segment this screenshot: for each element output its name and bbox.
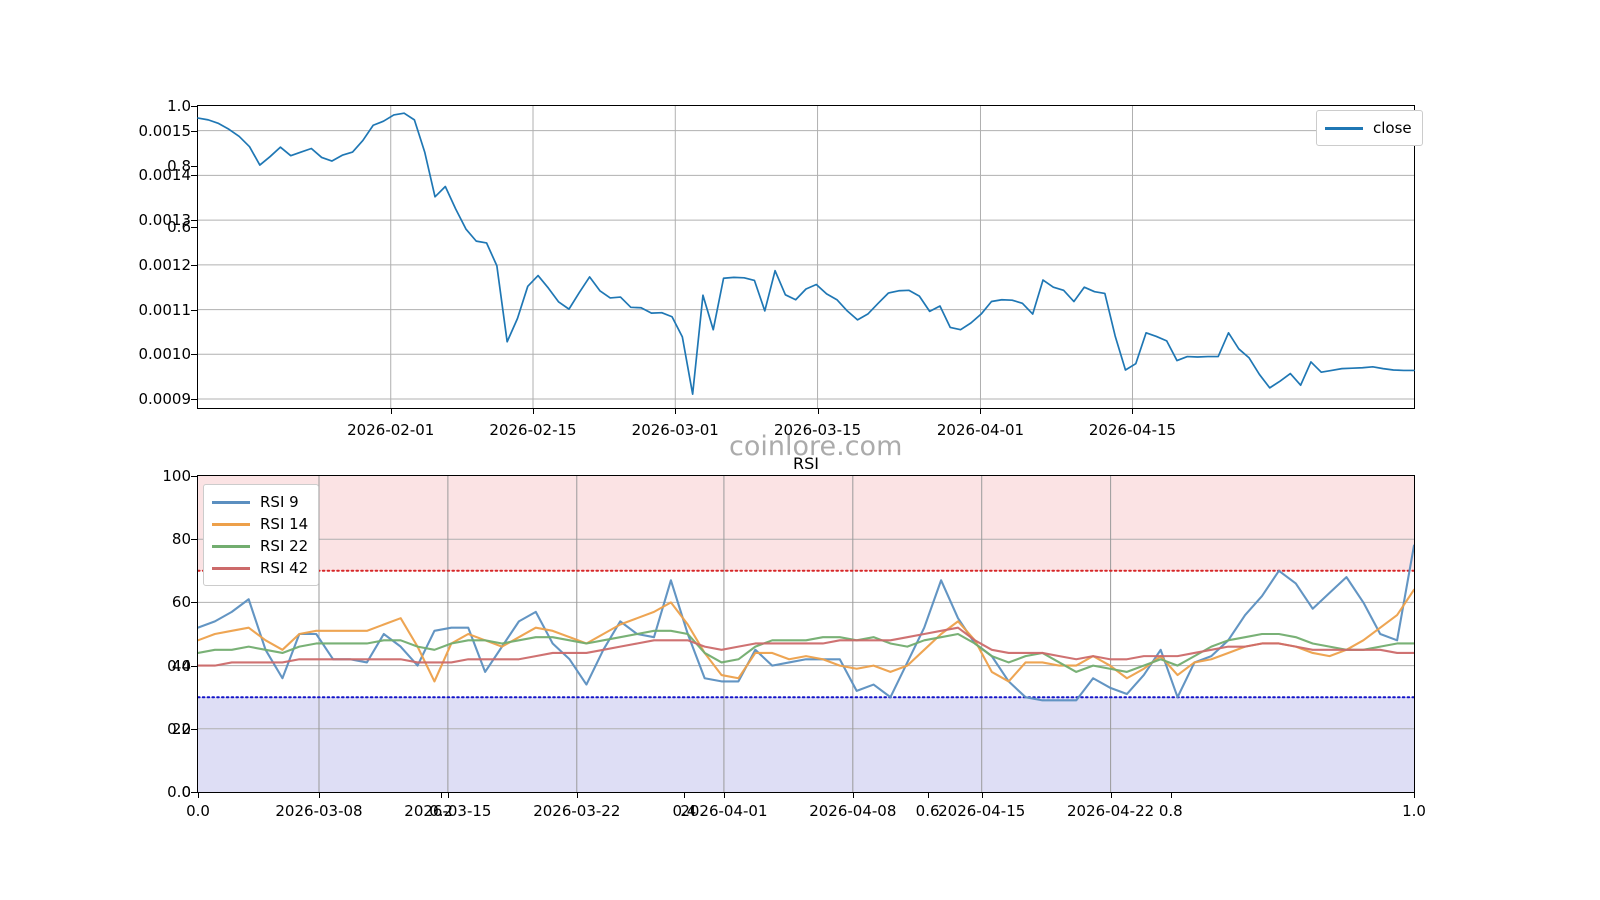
price-y-norm-tick-mark [191, 106, 197, 107]
price-y-tick-label-4: 0.0013 [138, 211, 192, 230]
rsi-x-tick-label-3: 2026-04-01 [680, 802, 768, 820]
rsi-x-tick-label-2: 2026-03-22 [533, 802, 621, 820]
rsi-chart-legend[interactable]: RSI 9 RSI 14 RSI 22 RSI 42 [203, 484, 320, 586]
rsi-x-norm-label-3: 0.6 [915, 802, 940, 820]
rsi-x-norm-tick-mark [684, 792, 686, 798]
rsi-legend-label: RSI 9 [260, 493, 299, 511]
price-x-tick-mark [1132, 408, 1134, 414]
rsi-legend-swatch [212, 544, 250, 548]
price-y-tick-label-5: 0.0014 [138, 166, 192, 185]
rsi-y-tick-mark [191, 539, 197, 541]
rsi-x-tick-label-1: 2026-03-15 [404, 802, 492, 820]
rsi-legend-swatch [212, 566, 250, 570]
rsi-x-norm-tick-mark [927, 792, 929, 798]
price-x-tick-mark [980, 408, 982, 414]
price-x-tick-label-2: 2026-03-01 [631, 421, 719, 439]
rsi-legend-swatch [212, 500, 250, 504]
rsi-x-tick-mark [576, 792, 578, 798]
rsi-x-norm-label-1: 0.2 [429, 802, 454, 820]
rsi-legend-item-2[interactable]: RSI 22 [212, 535, 308, 557]
rsi-chart-panel [197, 475, 1415, 793]
price-y-norm-label-2: 1.0 [167, 97, 191, 115]
rsi-x-norm-tick-mark [1170, 792, 1172, 798]
rsi-x-tick-mark [981, 792, 983, 798]
rsi-y-tick-label-0: 0 [181, 783, 191, 801]
overbought-band [198, 476, 1414, 571]
rsi-x-tick-mark [1110, 792, 1112, 798]
rsi-legend-item-0[interactable]: RSI 9 [212, 491, 308, 513]
rsi-x-norm-tick-mark [1414, 792, 1415, 798]
rsi-x-tick-mark [723, 792, 725, 798]
rsi-y-norm-label-1: 0.2 [167, 719, 191, 738]
price-y-norm-label-0: 0.6 [167, 217, 191, 236]
price-y-tick-mark [191, 220, 197, 222]
price-y-tick-mark [191, 264, 197, 266]
rsi-x-tick-label-5: 2026-04-15 [938, 802, 1026, 820]
price-chart-legend[interactable]: close [1316, 110, 1423, 146]
rsi-y-tick-label-3: 60 [171, 593, 191, 612]
rsi-y-tick-label-1: 20 [171, 719, 191, 738]
price-legend-label: close [1373, 119, 1412, 137]
rsi-y-tick-label-2: 40 [171, 656, 191, 675]
rsi-y-tick-label-5: 100 [162, 467, 191, 485]
rsi-x-norm-label-4: 0.8 [1158, 802, 1183, 820]
price-x-tick-mark [533, 408, 534, 414]
rsi-y-tick-label-4: 80 [171, 530, 191, 549]
rsi-x-tick-label-4: 2026-04-08 [809, 802, 897, 820]
rsi-x-norm-tick-mark [198, 792, 199, 798]
price-legend-item[interactable]: close [1325, 117, 1412, 139]
price-y-norm-tick-mark [191, 166, 197, 168]
price-y-tick-label-0: 0.0009 [138, 390, 192, 409]
rsi-legend-item-3[interactable]: RSI 42 [212, 557, 308, 579]
rsi-chart-title: RSI [793, 454, 819, 473]
price-y-tick-label-3: 0.0012 [138, 255, 192, 274]
price-y-tick-label-6: 0.0015 [138, 121, 192, 140]
rsi-legend-swatch [212, 522, 250, 526]
rsi-legend-label: RSI 42 [260, 559, 309, 577]
price-legend-swatch [1325, 126, 1363, 130]
rsi-legend-item-1[interactable]: RSI 14 [212, 513, 308, 535]
rsi-x-tick-label-6: 2026-04-22 [1067, 802, 1155, 820]
price-chart-panel [197, 105, 1415, 409]
price-y-tick-label-1: 0.0010 [138, 345, 192, 364]
rsi-x-tick-mark [852, 792, 854, 798]
rsi-x-tick-label-0: 2026-03-08 [275, 802, 363, 820]
rsi-y-norm-tick-mark [191, 728, 197, 730]
rsi-x-tick-mark [447, 792, 449, 798]
price-x-tick-label-4: 2026-04-01 [936, 421, 1025, 439]
price-x-tick-mark [390, 408, 392, 414]
price-x-tick-label-3: 2026-03-15 [773, 421, 862, 439]
rsi-y-tick-mark [191, 476, 197, 477]
rsi-lines-svg [198, 476, 1414, 792]
price-y-tick-mark [191, 354, 197, 356]
rsi-y-norm-tick-mark [191, 665, 197, 667]
rsi-x-norm-tick-mark [441, 792, 443, 798]
price-x-tick-label-1: 2026-02-15 [489, 421, 577, 439]
rsi-x-tick-mark [318, 792, 320, 798]
rsi-y-norm-label-2: 0.4 [167, 656, 191, 675]
price-x-tick-mark [817, 408, 819, 414]
price-x-tick-label-0: 2026-02-01 [347, 421, 435, 439]
rsi-x-norm-label-5: 1.0 [1402, 802, 1426, 820]
price-y-tick-mark [191, 130, 197, 132]
price-y-norm-tick-mark [191, 226, 197, 228]
rsi-y-norm-tick-mark [191, 792, 197, 793]
coinlore-watermark: coinlore.com [729, 431, 903, 462]
rsi-y-norm-label-0: 0.0 [167, 783, 191, 801]
price-x-tick-label-5: 2026-04-15 [1088, 421, 1177, 439]
price-y-tick-mark [191, 309, 197, 311]
rsi-legend-label: RSI 22 [260, 537, 309, 555]
rsi-legend-label: RSI 14 [260, 515, 309, 533]
rsi-x-norm-label-2: 0.4 [672, 802, 697, 820]
price-y-tick-mark [191, 175, 197, 177]
price-y-tick-label-2: 0.0011 [138, 300, 192, 319]
price-x-tick-mark [675, 408, 677, 414]
rsi-y-tick-mark [191, 602, 197, 604]
oversold-band [198, 697, 1414, 792]
price-y-norm-label-1: 0.8 [167, 157, 191, 176]
price-y-tick-mark [191, 399, 197, 401]
rsi-x-norm-label-0: 0.0 [186, 802, 210, 820]
price-line-svg [197, 106, 1415, 408]
